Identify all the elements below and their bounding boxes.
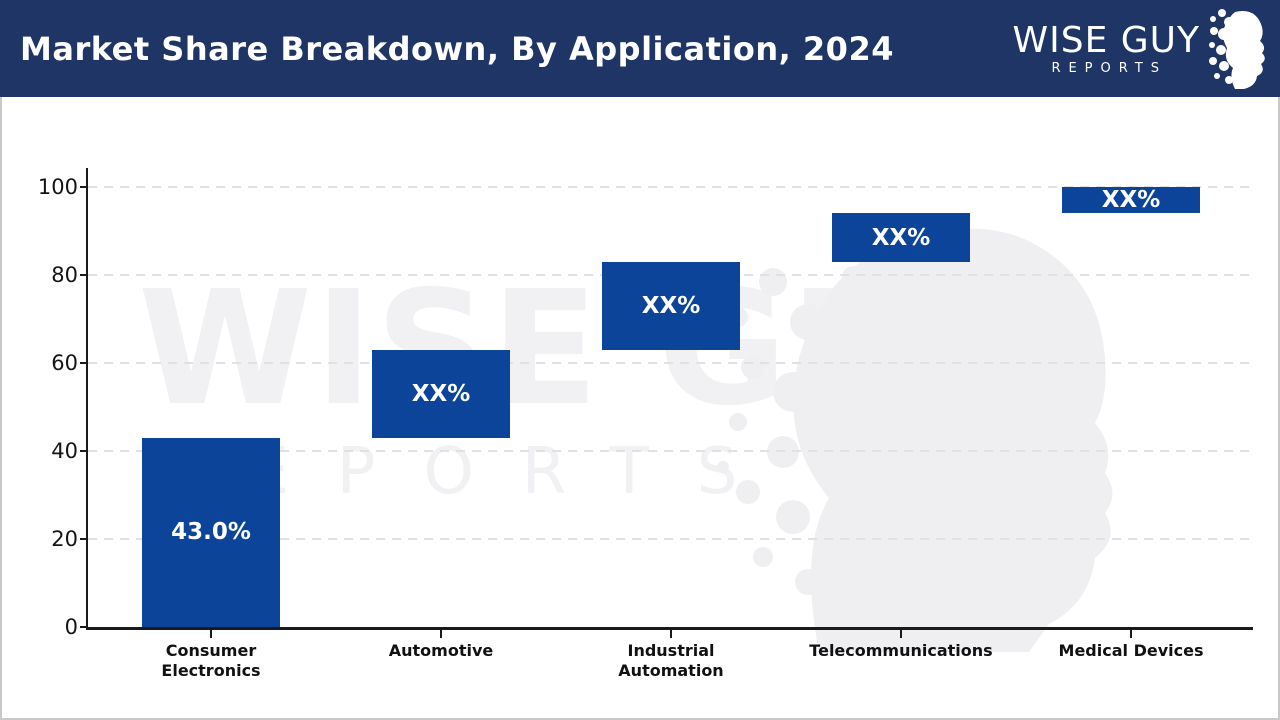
page-border-left — [0, 97, 2, 720]
bar-industrial-automation: XX% — [602, 261, 740, 350]
y-tick-label-0: 0 — [64, 615, 78, 639]
header: Market Share Breakdown, By Application, … — [0, 0, 1280, 97]
x-tick-label-automotive: Automotive — [388, 641, 494, 660]
y-tick-mark-20 — [80, 538, 88, 540]
y-tick-mark-80 — [80, 274, 88, 276]
y-tick-mark-100 — [80, 186, 88, 188]
y-tick-label-40: 40 — [51, 439, 78, 463]
page-border-right — [1278, 97, 1280, 720]
gridline-20 — [88, 538, 1253, 540]
logo-face-icon — [1209, 9, 1265, 89]
x-axis-spine — [86, 627, 1253, 630]
bar-consumer-electronics: 43.0% — [142, 437, 280, 627]
bar-telecommunications: XX% — [832, 213, 970, 262]
page-title: Market Share Breakdown, By Application, … — [20, 29, 894, 68]
bar-value-label-medical-devices: XX% — [1101, 187, 1161, 214]
gridline-100 — [88, 186, 1253, 188]
x-tick-mark-medical-devices — [1130, 630, 1132, 638]
gridline-60 — [88, 362, 1253, 364]
gridline-40 — [88, 450, 1253, 452]
y-tick-mark-60 — [80, 362, 88, 364]
page-border-bottom — [0, 718, 1280, 720]
bar-automotive: XX% — [372, 349, 510, 438]
y-tick-label-100: 100 — [37, 175, 78, 199]
logo-wordmark: WISE GUY REPORTS — [1013, 22, 1201, 76]
x-tick-mark-industrial-automation — [670, 630, 672, 638]
y-tick-label-60: 60 — [51, 351, 78, 375]
x-tick-label-telecommunications: Telecommunications — [809, 641, 993, 660]
y-tick-label-20: 20 — [51, 527, 78, 551]
y-axis-spine — [86, 168, 88, 629]
wise-guy-logo: WISE GUY REPORTS — [1013, 4, 1271, 94]
bar-value-label-consumer-electronics: 43.0% — [171, 519, 251, 546]
bar-value-label-automotive: XX% — [411, 380, 471, 407]
logo-subtext: REPORTS — [1051, 60, 1168, 76]
x-tick-mark-telecommunications — [900, 630, 902, 638]
x-tick-label-industrial-automation: Industrial Automation — [618, 641, 724, 680]
y-tick-mark-40 — [80, 450, 88, 452]
x-tick-mark-consumer-electronics — [210, 630, 212, 638]
y-tick-label-80: 80 — [51, 263, 78, 287]
x-tick-label-consumer-electronics: Consumer Electronics — [161, 641, 261, 680]
bar-medical-devices: XX% — [1062, 187, 1200, 214]
bar-value-label-industrial-automation: XX% — [641, 292, 701, 319]
bar-value-label-telecommunications: XX% — [871, 224, 931, 251]
x-tick-mark-automotive — [440, 630, 442, 638]
y-tick-mark-0 — [80, 626, 88, 628]
x-tick-label-medical-devices: Medical Devices — [1058, 641, 1204, 660]
logo-name: WISE GUY — [1012, 20, 1200, 62]
